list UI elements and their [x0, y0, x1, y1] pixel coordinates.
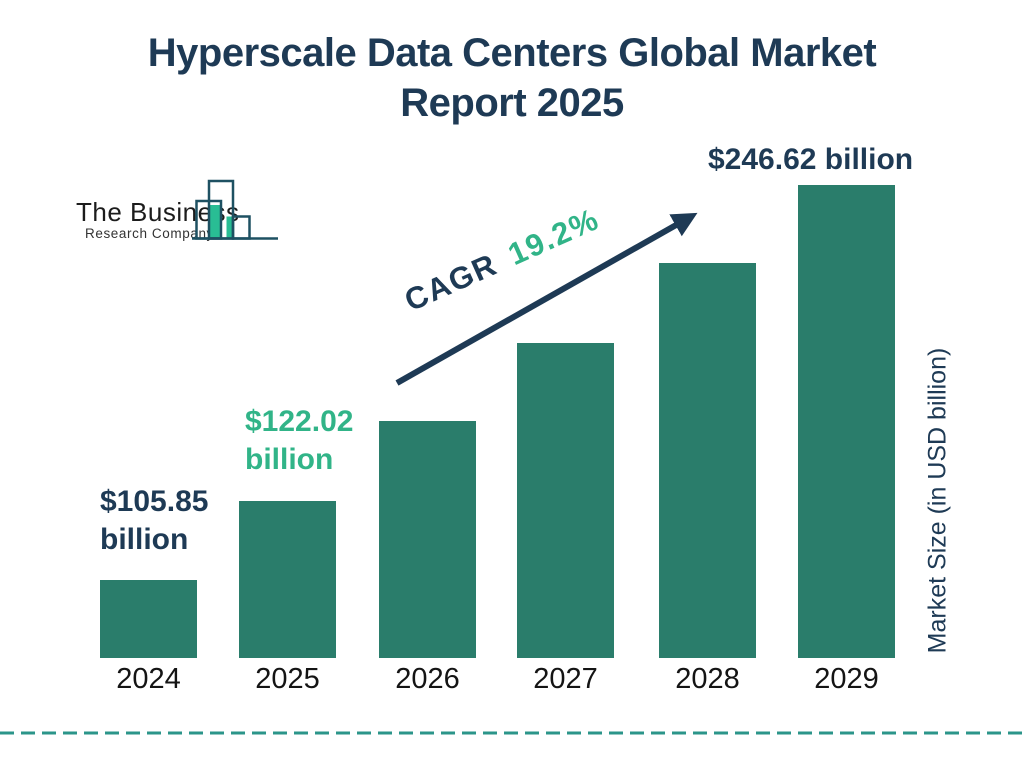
bar-2026: [379, 421, 476, 658]
bar-2029: [798, 185, 895, 658]
value-label-2025-amount: $122.02: [245, 405, 354, 438]
x-tick-2027: 2027: [533, 663, 598, 695]
bar-2025: [239, 501, 336, 658]
cagr-label: CAGR: [399, 246, 503, 319]
value-label-2029-amount: $246.62 billion: [708, 143, 914, 176]
page-title-line2: Report 2025: [400, 81, 624, 125]
y-axis-label: Market Size (in USD billion): [923, 347, 952, 654]
value-label-2024: $105.85 billion: [100, 483, 208, 559]
value-label-2025: $122.02 billion: [245, 403, 353, 479]
value-label-2024-amount: $105.85: [100, 485, 209, 518]
value-label-2029: $246.62 billion: [708, 141, 913, 179]
x-tick-2026: 2026: [395, 663, 460, 695]
logo-subname: Research Company: [85, 226, 214, 241]
cagr-annotation: CAGR19.2%: [399, 201, 604, 319]
x-tick-2025: 2025: [255, 663, 320, 695]
x-tick-2029: 2029: [814, 663, 879, 695]
x-tick-2028: 2028: [675, 663, 740, 695]
page-title: Hyperscale Data Centers Global Market Re…: [0, 28, 1024, 128]
bar-2027: [517, 343, 614, 658]
x-tick-2024: 2024: [116, 663, 181, 695]
value-label-2025-unit: billion: [245, 443, 334, 476]
page-title-line1: Hyperscale Data Centers Global Market: [147, 31, 877, 75]
value-label-2024-unit: billion: [100, 523, 189, 556]
bar-2024: [100, 580, 197, 658]
cagr-value: 19.2%: [502, 201, 605, 273]
bar-chart-logo-icon: [192, 179, 278, 240]
bar-2028: [659, 263, 756, 658]
